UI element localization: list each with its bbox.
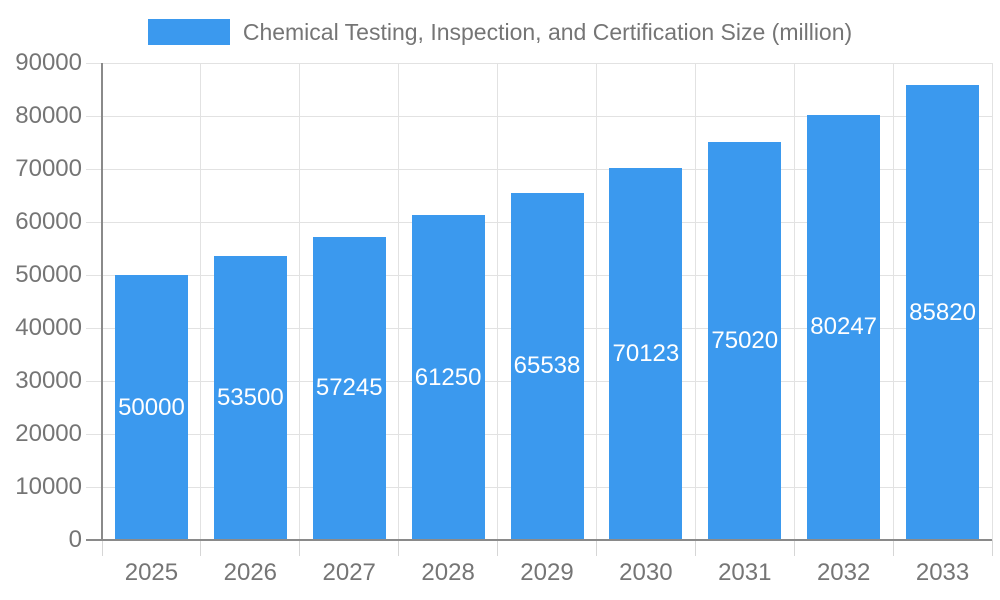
- x-axis-tick: [101, 540, 103, 556]
- bar-value-label: 70123: [612, 340, 680, 368]
- bar[interactable]: [213, 256, 287, 540]
- x-axis-tick: [595, 540, 597, 556]
- y-gridline: [86, 115, 992, 117]
- x-axis-tick: [497, 540, 499, 556]
- y-gridline: [86, 168, 992, 170]
- x-axis-tick: [299, 540, 301, 556]
- y-axis-tick-label: 10000: [15, 473, 82, 500]
- y-axis-tick-label: 0: [68, 526, 82, 553]
- bar[interactable]: [510, 192, 584, 540]
- x-axis-tick-label: 2030: [619, 559, 673, 586]
- x-gridline: [299, 63, 301, 540]
- y-axis-tick-label: 20000: [15, 420, 82, 447]
- x-axis-tick: [694, 540, 696, 556]
- bar[interactable]: [807, 114, 881, 540]
- x-axis-tick-label: 2025: [124, 559, 179, 586]
- x-gridline: [200, 63, 202, 540]
- legend-swatch: [147, 19, 230, 45]
- bar[interactable]: [906, 85, 980, 540]
- bar-value-label: 57245: [315, 374, 383, 402]
- x-axis-tick: [892, 540, 894, 556]
- bar-value-label: 85820: [909, 298, 976, 326]
- bar-value-label: 75020: [711, 327, 779, 355]
- bar[interactable]: [609, 168, 683, 540]
- x-axis-line: [86, 539, 992, 541]
- x-axis-tick-label: 2027: [322, 559, 376, 586]
- bar-value-label: 53500: [216, 384, 284, 412]
- x-axis-tick-label: 2026: [223, 559, 278, 586]
- bar-value-label: 50000: [118, 393, 185, 421]
- y-axis-tick-label: 80000: [15, 102, 82, 129]
- x-gridline: [398, 63, 400, 540]
- x-gridline: [892, 63, 894, 540]
- x-axis-tick: [200, 540, 202, 556]
- x-gridline: [793, 63, 795, 540]
- x-gridline: [991, 63, 993, 540]
- y-axis-tick-label: 40000: [15, 314, 82, 341]
- x-axis-tick-label: 2032: [816, 559, 871, 586]
- bar-value-label: 65538: [513, 352, 581, 380]
- x-gridline: [595, 63, 597, 540]
- legend-label: Chemical Testing, Inspection, and Certif…: [242, 18, 853, 45]
- x-axis-tick-label: 2031: [718, 559, 772, 586]
- y-axis-tick-label: 90000: [15, 49, 82, 76]
- bar-value-label: 61250: [414, 363, 482, 391]
- x-axis-tick: [398, 540, 400, 556]
- bar-value-label: 80247: [810, 313, 878, 341]
- x-axis-tick: [793, 540, 795, 556]
- x-gridline: [694, 63, 696, 540]
- y-axis-tick-label: 60000: [15, 208, 82, 235]
- y-axis-tick-label: 30000: [15, 367, 82, 394]
- bar[interactable]: [312, 236, 386, 540]
- x-axis-tick-label: 2029: [520, 559, 574, 586]
- x-gridline: [497, 63, 499, 540]
- bar[interactable]: [411, 215, 485, 540]
- y-gridline: [86, 62, 992, 64]
- bar[interactable]: [708, 142, 782, 540]
- x-axis-tick-label: 2028: [421, 559, 475, 586]
- y-axis-tick-label: 50000: [15, 261, 82, 288]
- y-axis-line: [101, 63, 103, 540]
- bar[interactable]: [114, 275, 188, 540]
- y-axis-tick-label: 70000: [15, 155, 82, 182]
- x-axis-tick: [991, 540, 993, 556]
- legend[interactable]: Chemical Testing, Inspection, and Certif…: [0, 12, 1000, 52]
- x-axis-tick-label: 2033: [915, 559, 970, 586]
